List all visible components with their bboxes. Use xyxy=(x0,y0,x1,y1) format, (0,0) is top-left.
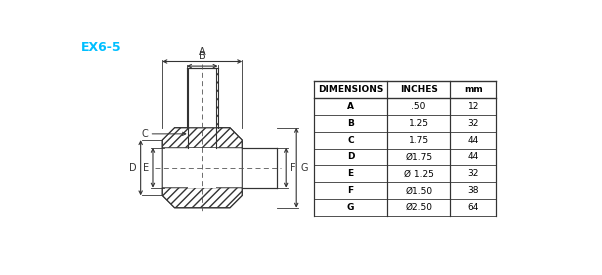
Text: 64: 64 xyxy=(468,203,479,212)
Text: Ø 1.25: Ø 1.25 xyxy=(404,169,433,178)
Text: 32: 32 xyxy=(468,169,479,178)
Text: 44: 44 xyxy=(468,152,479,161)
Text: B: B xyxy=(199,51,206,62)
Text: 38: 38 xyxy=(468,186,479,195)
Text: D: D xyxy=(129,163,137,173)
Bar xyxy=(187,68,188,128)
Bar xyxy=(188,68,216,128)
Text: 1.75: 1.75 xyxy=(409,136,429,145)
Text: C: C xyxy=(141,129,148,139)
Text: 32: 32 xyxy=(468,119,479,128)
Text: Ø1.75: Ø1.75 xyxy=(405,152,432,161)
Text: G: G xyxy=(347,203,354,212)
Text: Ø2.50: Ø2.50 xyxy=(405,203,432,212)
Text: EX6-5: EX6-5 xyxy=(81,41,122,54)
Bar xyxy=(188,148,216,188)
Text: C: C xyxy=(347,136,354,145)
Text: G: G xyxy=(300,163,308,173)
Text: B: B xyxy=(347,119,354,128)
Text: E: E xyxy=(143,163,149,173)
Text: .50: .50 xyxy=(411,102,426,111)
Polygon shape xyxy=(162,128,242,148)
Text: D: D xyxy=(347,152,354,161)
Bar xyxy=(216,68,218,128)
Text: 44: 44 xyxy=(468,136,479,145)
Text: F: F xyxy=(347,186,353,195)
Text: 1.25: 1.25 xyxy=(409,119,429,128)
Text: A: A xyxy=(199,47,205,57)
Text: INCHES: INCHES xyxy=(400,85,438,94)
Polygon shape xyxy=(162,188,242,208)
Text: Ø1.50: Ø1.50 xyxy=(405,186,432,195)
Text: E: E xyxy=(347,169,353,178)
Text: 12: 12 xyxy=(468,102,479,111)
Text: A: A xyxy=(347,102,354,111)
Bar xyxy=(242,148,277,188)
Text: DIMENSIONS: DIMENSIONS xyxy=(318,85,383,94)
Text: F: F xyxy=(290,163,296,173)
Text: mm: mm xyxy=(464,85,483,94)
